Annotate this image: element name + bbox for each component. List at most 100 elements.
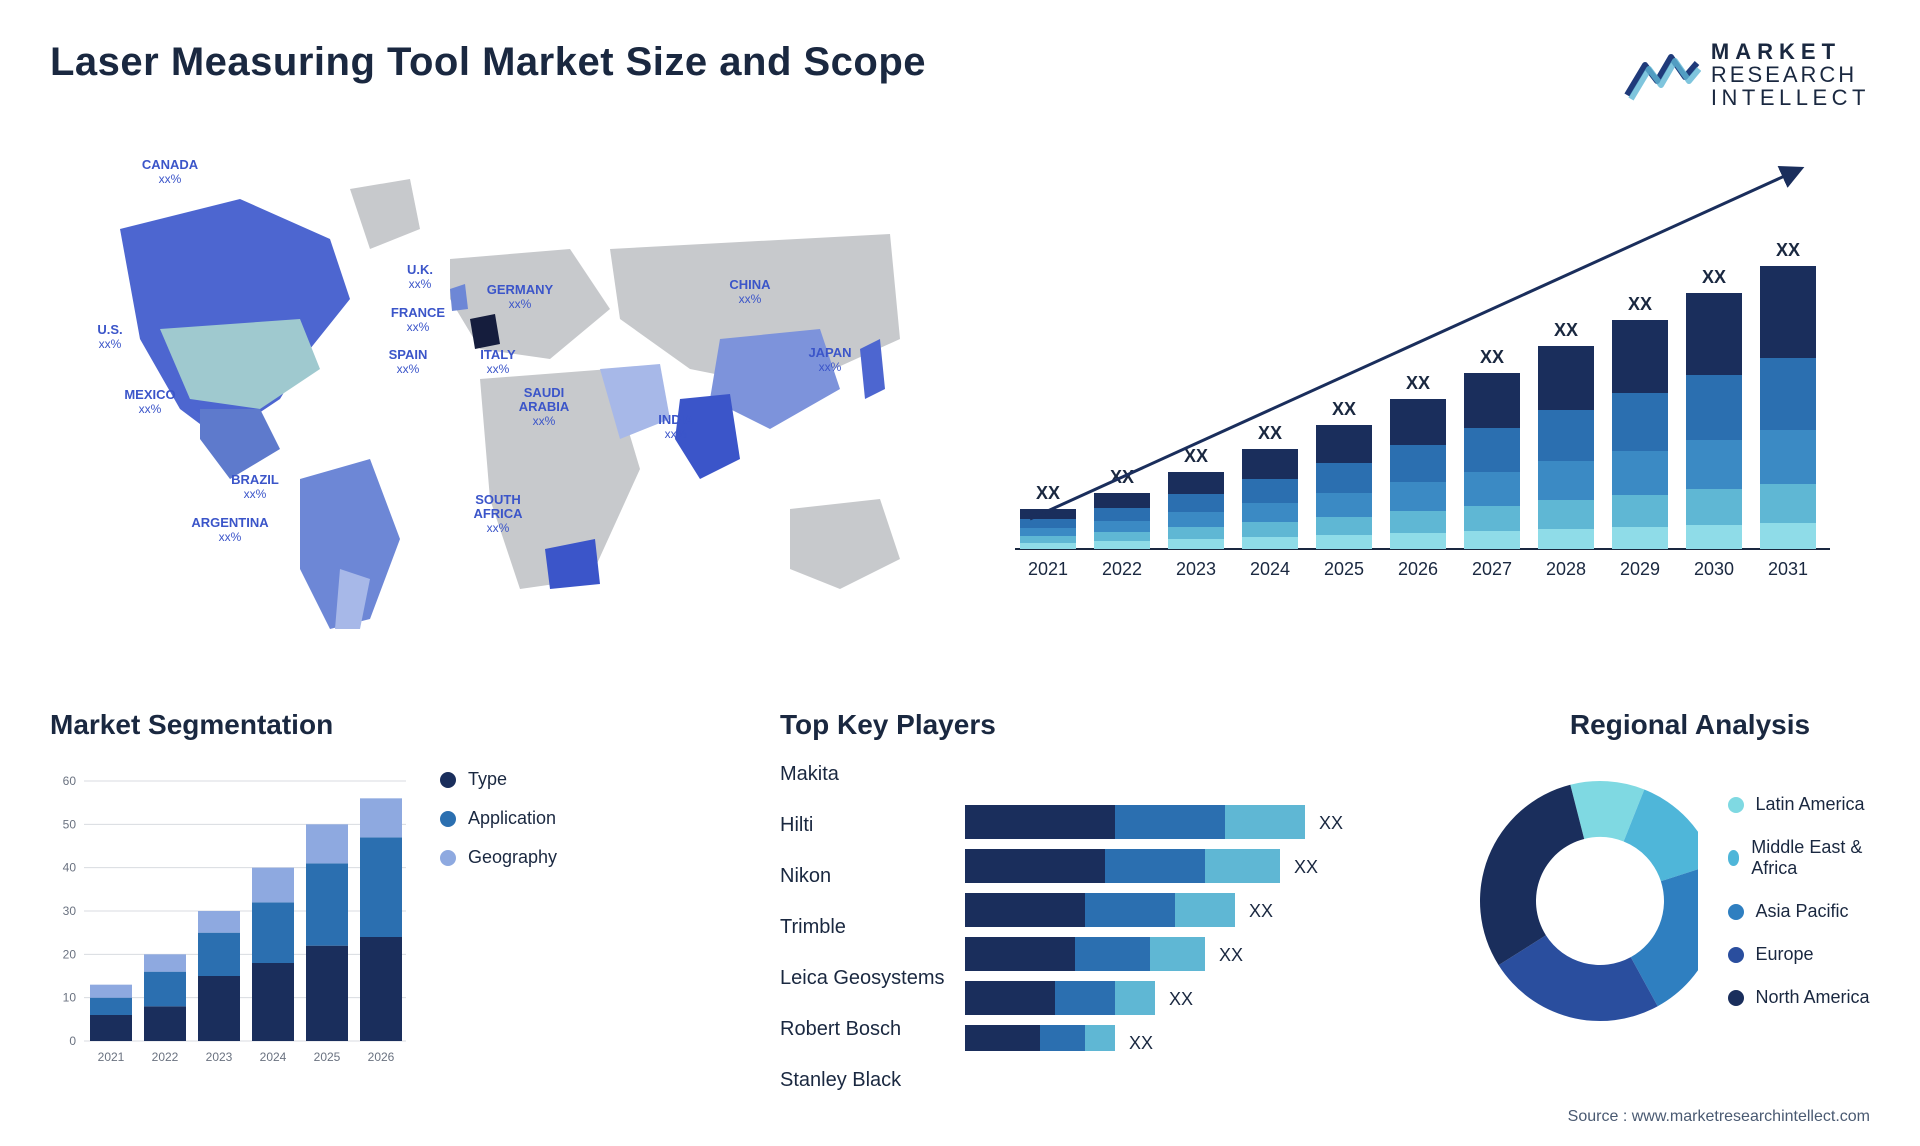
svg-text:U.S.: U.S. (97, 322, 122, 337)
svg-text:AFRICA: AFRICA (473, 506, 523, 521)
svg-text:2031: 2031 (1768, 559, 1808, 579)
svg-text:20: 20 (63, 948, 77, 962)
svg-text:SAUDI: SAUDI (524, 385, 564, 400)
regional-section: Regional Analysis Latin America Middle Ea… (1460, 709, 1870, 1109)
svg-text:xx%: xx% (159, 172, 182, 186)
donut-svg (1460, 761, 1698, 1041)
svg-text:XX: XX (1036, 483, 1060, 503)
brand-logo: MARKET RESEARCH INTELLECT (1623, 40, 1870, 109)
svg-text:2027: 2027 (1472, 559, 1512, 579)
segmentation-legend: Type Application Geography (410, 709, 557, 1109)
svg-text:50: 50 (63, 818, 77, 832)
svg-text:XX: XX (1332, 399, 1356, 419)
svg-text:XX: XX (1406, 373, 1430, 393)
legend-label: Geography (468, 847, 557, 868)
svg-text:xx%: xx% (819, 360, 842, 374)
legend-label: Latin America (1756, 794, 1865, 815)
svg-text:XX: XX (1480, 347, 1504, 367)
legend-label: Type (468, 769, 507, 790)
svg-text:CHINA: CHINA (729, 277, 771, 292)
svg-text:2025: 2025 (314, 1050, 341, 1064)
players-section: Top Key Players MakitaHiltiNikonTrimbleL… (780, 709, 1420, 1109)
legend-dot (1728, 904, 1744, 920)
svg-text:2024: 2024 (260, 1050, 287, 1064)
svg-text:XX: XX (1249, 901, 1273, 921)
svg-text:2026: 2026 (1398, 559, 1438, 579)
segmentation-title: Market Segmentation (50, 709, 410, 741)
legend-dot (1728, 947, 1744, 963)
seg-legend-item: Application (440, 808, 557, 829)
svg-text:SOUTH: SOUTH (475, 492, 521, 507)
svg-text:XX: XX (1628, 294, 1652, 314)
map-svg: CANADAxx%U.S.xx%MEXICOxx%BRAZILxx%ARGENT… (50, 139, 930, 639)
svg-text:2021: 2021 (98, 1050, 125, 1064)
svg-text:BRAZIL: BRAZIL (231, 472, 279, 487)
regional-title: Regional Analysis (1460, 709, 1870, 741)
svg-text:2023: 2023 (206, 1050, 233, 1064)
svg-text:xx%: xx% (487, 362, 510, 376)
svg-text:FRANCE: FRANCE (391, 305, 445, 320)
svg-text:10: 10 (63, 991, 77, 1005)
players-svg: XXXXXXXXXXXX (965, 761, 1385, 1051)
svg-text:XX: XX (1554, 320, 1578, 340)
svg-text:2022: 2022 (152, 1050, 179, 1064)
player-name: Makita (780, 763, 945, 803)
bottom-row: Market Segmentation 01020304050602021202… (50, 709, 1870, 1109)
growth-chart: XX2021XX2022XX2023XX2024XX2025XX2026XX20… (990, 139, 1870, 659)
players-title: Top Key Players (780, 709, 1420, 741)
player-name: Nikon (780, 865, 945, 905)
svg-text:XX: XX (1258, 423, 1282, 443)
svg-text:xx%: xx% (487, 521, 510, 535)
header: Laser Measuring Tool Market Size and Sco… (50, 40, 1870, 109)
regional-legend-item: North America (1728, 987, 1871, 1008)
legend-dot (1728, 990, 1744, 1006)
seg-legend-item: Geography (440, 847, 557, 868)
player-names: MakitaHiltiNikonTrimbleLeica GeosystemsR… (780, 761, 945, 1109)
regional-legend-item: Latin America (1728, 794, 1871, 815)
legend-dot (440, 772, 456, 788)
player-name: Leica Geosystems (780, 967, 945, 1007)
page-title: Laser Measuring Tool Market Size and Sco… (50, 40, 926, 85)
svg-text:ITALY: ITALY (480, 347, 516, 362)
svg-text:xx%: xx% (665, 427, 688, 441)
svg-text:xx%: xx% (397, 362, 420, 376)
legend-label: Middle East & Africa (1751, 837, 1870, 879)
legend-dot (1728, 797, 1744, 813)
svg-text:GERMANY: GERMANY (487, 282, 554, 297)
source-text: Source : www.marketresearchintellect.com (1568, 1108, 1870, 1126)
svg-text:XX: XX (1702, 267, 1726, 287)
legend-label: Asia Pacific (1756, 901, 1849, 922)
svg-text:2026: 2026 (368, 1050, 395, 1064)
svg-text:XX: XX (1219, 945, 1243, 965)
svg-text:40: 40 (63, 861, 77, 875)
svg-text:xx%: xx% (219, 530, 242, 544)
svg-text:xx%: xx% (509, 297, 532, 311)
svg-text:xx%: xx% (533, 414, 556, 428)
legend-dot (1728, 850, 1740, 866)
svg-text:SPAIN: SPAIN (389, 347, 428, 362)
svg-text:60: 60 (63, 774, 77, 788)
svg-text:INDIA: INDIA (658, 412, 694, 427)
segmentation-section: Market Segmentation 01020304050602021202… (50, 709, 740, 1109)
logo-line1: MARKET (1711, 40, 1870, 63)
svg-text:JAPAN: JAPAN (808, 345, 851, 360)
svg-text:2024: 2024 (1250, 559, 1290, 579)
svg-text:xx%: xx% (139, 402, 162, 416)
svg-text:2021: 2021 (1028, 559, 1068, 579)
legend-label: North America (1756, 987, 1870, 1008)
svg-text:xx%: xx% (409, 277, 432, 291)
svg-text:xx%: xx% (244, 487, 267, 501)
legend-dot (440, 811, 456, 827)
svg-text:xx%: xx% (407, 320, 430, 334)
growth-svg: XX2021XX2022XX2023XX2024XX2025XX2026XX20… (990, 139, 1830, 609)
svg-text:U.K.: U.K. (407, 262, 433, 277)
logo-line3: INTELLECT (1711, 86, 1870, 109)
regional-legend-item: Asia Pacific (1728, 901, 1871, 922)
logo-line2: RESEARCH (1711, 63, 1870, 86)
player-name: Stanley Black (780, 1069, 945, 1109)
player-name: Hilti (780, 814, 945, 854)
svg-text:XX: XX (1294, 857, 1318, 877)
svg-text:XX: XX (1319, 813, 1343, 833)
svg-text:ARGENTINA: ARGENTINA (191, 515, 269, 530)
svg-text:2022: 2022 (1102, 559, 1142, 579)
